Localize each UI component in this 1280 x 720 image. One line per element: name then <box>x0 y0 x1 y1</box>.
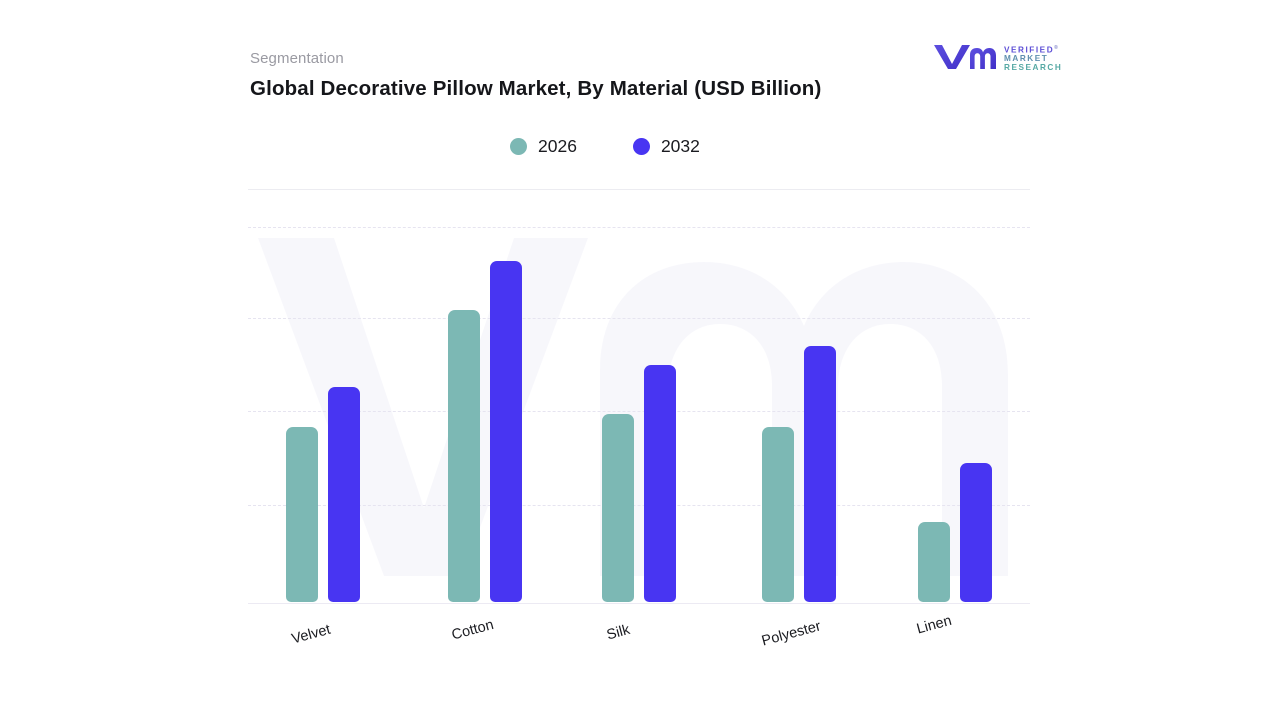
x-axis-label-cotton: Cotton <box>450 616 496 644</box>
bar-linen-2032[interactable] <box>960 462 992 602</box>
gridline-4 <box>248 227 1030 228</box>
verified-market-research-logo: VERIFIED® MARKET RESEARCH <box>932 42 1062 72</box>
logo-line-3: RESEARCH <box>1004 62 1063 72</box>
gridline-3 <box>248 318 1030 319</box>
x-axis-label-polyester: Polyester <box>760 618 823 650</box>
legend-label-2032: 2032 <box>660 136 700 156</box>
gridline-1 <box>248 505 1030 506</box>
chart-plot-area <box>248 200 1030 604</box>
x-axis-label-velvet: Velvet <box>290 621 333 648</box>
vmr-logo-mark-icon <box>934 45 996 69</box>
bar-cotton-2026[interactable] <box>448 309 480 602</box>
legend-swatch-2026 <box>510 138 527 155</box>
bar-linen-2026[interactable] <box>918 522 950 602</box>
bar-group-container <box>248 200 1030 603</box>
x-axis-label-silk: Silk <box>605 621 632 644</box>
bar-polyester-2026[interactable] <box>762 427 794 602</box>
x-axis-label-linen: Linen <box>915 612 954 638</box>
chart-legend: 2026 2032 <box>510 136 700 157</box>
x-axis-labels: Velvet Cotton Silk Polyester Linen <box>248 604 1030 674</box>
logo-line-2: MARKET <box>1004 54 1049 64</box>
page-title: Global Decorative Pillow Market, By Mate… <box>250 77 822 100</box>
segmentation-label: Segmentation <box>250 50 344 67</box>
bar-cotton-2032[interactable] <box>490 260 522 602</box>
legend-label-2026: 2026 <box>538 136 577 156</box>
bar-polyester-2032[interactable] <box>804 346 836 602</box>
logo-line-1: VERIFIED <box>1004 45 1055 55</box>
gridline-2 <box>248 411 1030 412</box>
registered-icon: ® <box>1054 45 1060 51</box>
x-axis-line <box>248 603 1030 604</box>
legend-item-2032[interactable]: 2032 <box>632 136 700 157</box>
bar-silk-2032[interactable] <box>644 365 676 602</box>
header-divider <box>248 189 1030 190</box>
bar-velvet-2032[interactable] <box>328 386 360 602</box>
bar-velvet-2026[interactable] <box>286 427 318 602</box>
legend-swatch-2032 <box>632 138 650 155</box>
legend-item-2026[interactable]: 2026 <box>510 136 577 157</box>
logo-wordmark: VERIFIED® MARKET RESEARCH <box>1004 44 1062 73</box>
bar-silk-2026[interactable] <box>602 414 634 602</box>
